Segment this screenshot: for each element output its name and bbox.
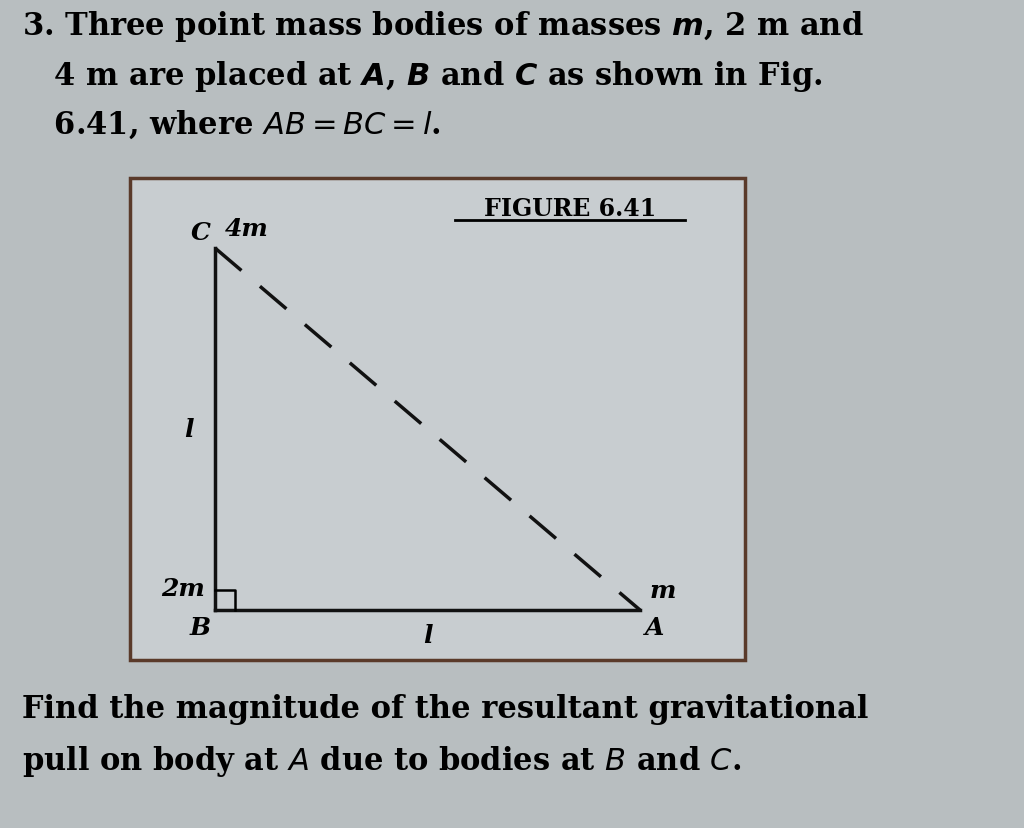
Text: l: l (423, 623, 432, 647)
Text: 2m: 2m (161, 576, 205, 600)
Text: 4m: 4m (225, 217, 269, 241)
Text: l: l (184, 417, 194, 441)
Text: 6.41, where $AB = BC = l$.: 6.41, where $AB = BC = l$. (22, 108, 440, 142)
Text: pull on body at $A$ due to bodies at $B$ and $C$.: pull on body at $A$ due to bodies at $B$… (22, 743, 741, 778)
Text: A: A (645, 615, 665, 639)
Bar (130, 179, 745, 660)
Text: 3. Three point mass bodies of masses $\bfit{m}$, 2 m and: 3. Three point mass bodies of masses $\b… (22, 9, 863, 44)
Text: C: C (191, 221, 211, 245)
Text: m: m (650, 578, 677, 602)
Text: B: B (189, 615, 211, 639)
Text: 4 m are placed at $\bfit{A}$, $\bfit{B}$ and $\bfit{C}$ as shown in Fig.: 4 m are placed at $\bfit{A}$, $\bfit{B}$… (22, 59, 822, 94)
Text: Find the magnitude of the resultant gravitational: Find the magnitude of the resultant grav… (22, 693, 868, 724)
Text: FIGURE 6.41: FIGURE 6.41 (484, 197, 656, 221)
